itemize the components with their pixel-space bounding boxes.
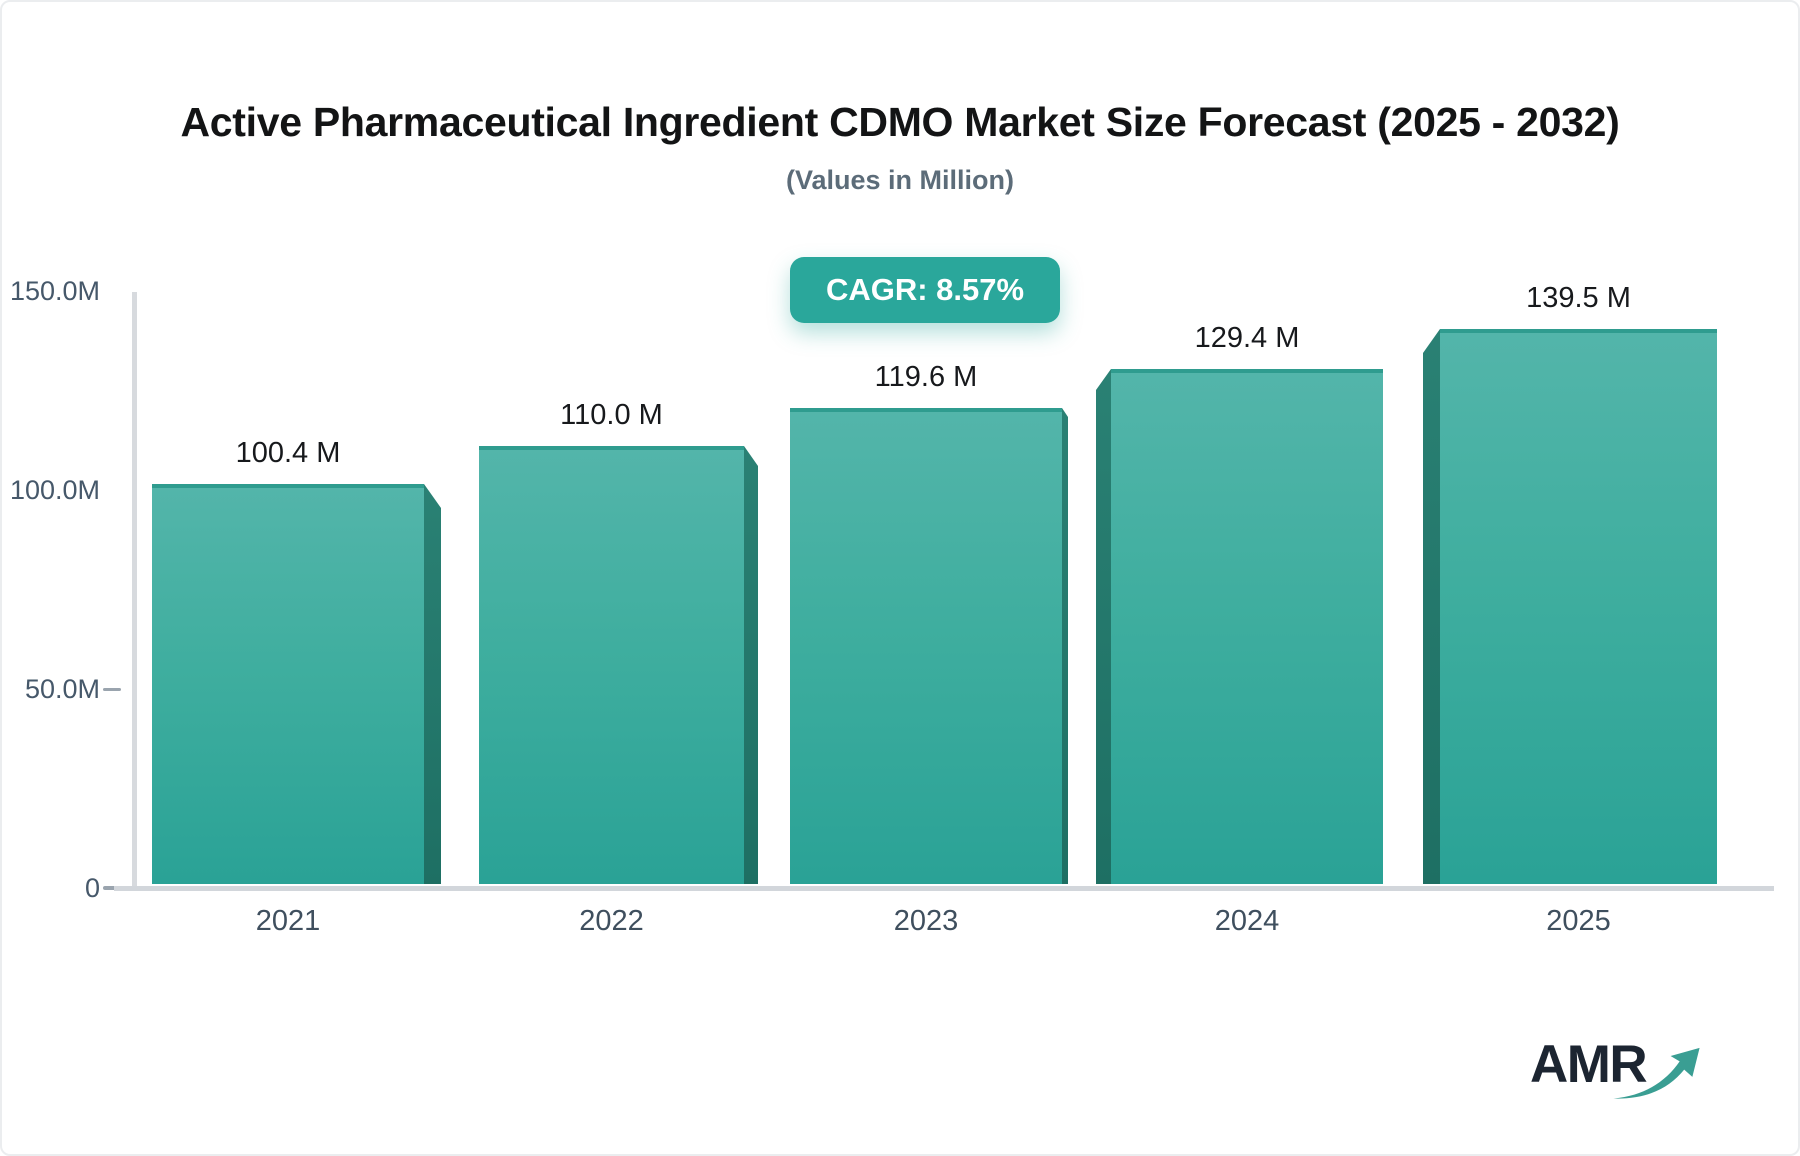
chart-title: Active Pharmaceutical Ingredient CDMO Ma…	[180, 99, 1620, 145]
bar-value-label: 119.6 M	[874, 361, 978, 393]
y-axis-tick-label: 150.0M	[9, 276, 100, 306]
bar-2025	[1440, 329, 1717, 884]
x-axis-baseline	[114, 886, 1774, 891]
x-axis-label: 2023	[893, 905, 959, 937]
cagr-badge: CAGR: 8.57%	[790, 257, 1060, 323]
x-axis-label: 2024	[1214, 905, 1280, 937]
bar-side-3d	[424, 484, 441, 884]
x-axis-label: 2021	[255, 905, 321, 937]
amr-logo-text: AMR	[1530, 1035, 1648, 1094]
x-axis-label: 2025	[1546, 905, 1611, 937]
y-axis-tick-label: 50.0M	[24, 674, 100, 704]
y-axis-line	[132, 292, 137, 889]
amr-logo: AMR	[1530, 1038, 1710, 1108]
bar-side-3d	[1423, 329, 1440, 884]
bar-2021	[152, 484, 424, 884]
y-axis-tick-label: 100.0M	[9, 475, 100, 505]
bar-2024	[1111, 369, 1383, 884]
y-axis-tick-label: 0	[84, 873, 100, 903]
y-axis-tick-mark	[103, 687, 121, 691]
bar-value-label: 110.0 M	[560, 399, 663, 431]
chart-subtitle: (Values in Million)	[785, 165, 1015, 195]
bar-2022	[479, 446, 744, 884]
bar-side-3d	[744, 446, 758, 884]
bar-2023	[790, 408, 1062, 884]
bar-value-label: 129.4 M	[1194, 322, 1300, 354]
x-axis-label: 2022	[579, 905, 644, 937]
growth-arrow-icon	[1613, 1047, 1700, 1099]
cagr-badge-label: CAGR: 8.57%	[825, 272, 1025, 307]
bar-value-label: 139.5 M	[1526, 282, 1631, 314]
bar-side-3d	[1062, 408, 1068, 884]
bar-value-label: 100.4 M	[235, 437, 341, 469]
bar-side-3d	[1096, 369, 1111, 884]
